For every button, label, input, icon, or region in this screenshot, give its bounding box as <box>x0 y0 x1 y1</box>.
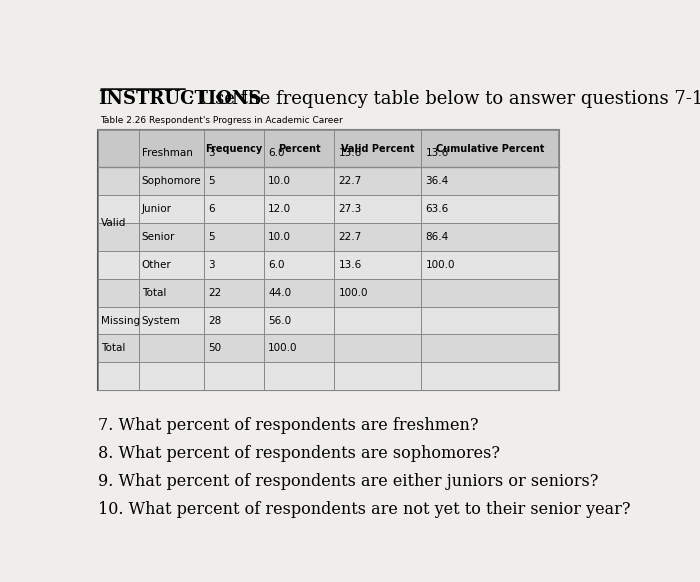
Text: 56.0: 56.0 <box>268 315 291 325</box>
Text: 13.6: 13.6 <box>339 260 362 269</box>
Text: 6: 6 <box>209 204 215 214</box>
Text: INSTRUCTIONS: INSTRUCTIONS <box>98 90 262 108</box>
Text: 10.0: 10.0 <box>268 232 291 242</box>
FancyBboxPatch shape <box>98 307 559 335</box>
Text: 6.0: 6.0 <box>268 148 285 158</box>
Text: 28: 28 <box>209 315 222 325</box>
Text: 50: 50 <box>209 343 222 353</box>
Text: System: System <box>141 315 181 325</box>
Text: Cumulative Percent: Cumulative Percent <box>436 144 545 154</box>
FancyBboxPatch shape <box>98 223 559 251</box>
FancyBboxPatch shape <box>98 251 559 279</box>
Text: Valid: Valid <box>101 218 127 228</box>
FancyBboxPatch shape <box>98 195 559 223</box>
Text: 100.0: 100.0 <box>268 343 298 353</box>
Text: : Use the frequency table below to answer questions 7-10.: : Use the frequency table below to answe… <box>188 90 700 108</box>
FancyBboxPatch shape <box>98 167 559 195</box>
Text: 63.6: 63.6 <box>426 204 449 214</box>
Text: 44.0: 44.0 <box>268 288 291 297</box>
Text: 6.0: 6.0 <box>268 260 285 269</box>
FancyBboxPatch shape <box>98 279 559 307</box>
Text: 22.7: 22.7 <box>339 232 362 242</box>
Text: Total: Total <box>101 343 125 353</box>
FancyBboxPatch shape <box>98 130 559 167</box>
Text: 10.0: 10.0 <box>268 176 291 186</box>
Text: 22.7: 22.7 <box>339 176 362 186</box>
Text: 5: 5 <box>209 176 215 186</box>
Text: Junior: Junior <box>141 204 172 214</box>
Text: 3: 3 <box>209 148 215 158</box>
Text: Valid Percent: Valid Percent <box>341 144 414 154</box>
Text: 22: 22 <box>209 288 222 297</box>
Text: 10. What percent of respondents are not yet to their senior year?: 10. What percent of respondents are not … <box>98 501 631 517</box>
FancyBboxPatch shape <box>98 335 559 363</box>
Text: Sophomore: Sophomore <box>141 176 202 186</box>
Text: 5: 5 <box>209 232 215 242</box>
FancyBboxPatch shape <box>98 363 559 391</box>
Text: 7. What percent of respondents are freshmen?: 7. What percent of respondents are fresh… <box>98 417 479 434</box>
Text: 8. What percent of respondents are sophomores?: 8. What percent of respondents are sopho… <box>98 445 500 462</box>
Text: 100.0: 100.0 <box>339 288 368 297</box>
Text: Senior: Senior <box>141 232 175 242</box>
Text: Freshman: Freshman <box>141 148 192 158</box>
Text: Table 2.26 Respondent's Progress in Academic Career: Table 2.26 Respondent's Progress in Acad… <box>100 116 343 125</box>
Text: 100.0: 100.0 <box>426 260 455 269</box>
Text: 9. What percent of respondents are either juniors or seniors?: 9. What percent of respondents are eithe… <box>98 473 598 489</box>
Text: 13.6: 13.6 <box>339 148 362 158</box>
Text: Percent: Percent <box>278 144 321 154</box>
Text: 12.0: 12.0 <box>268 204 291 214</box>
Text: 86.4: 86.4 <box>426 232 449 242</box>
Text: Missing: Missing <box>101 315 140 325</box>
Text: 13.6: 13.6 <box>426 148 449 158</box>
Text: 36.4: 36.4 <box>426 176 449 186</box>
Text: 3: 3 <box>209 260 215 269</box>
Text: Other: Other <box>141 260 172 269</box>
FancyBboxPatch shape <box>98 130 559 391</box>
Text: Total: Total <box>141 288 166 297</box>
Text: 27.3: 27.3 <box>339 204 362 214</box>
Text: Frequency: Frequency <box>205 144 262 154</box>
